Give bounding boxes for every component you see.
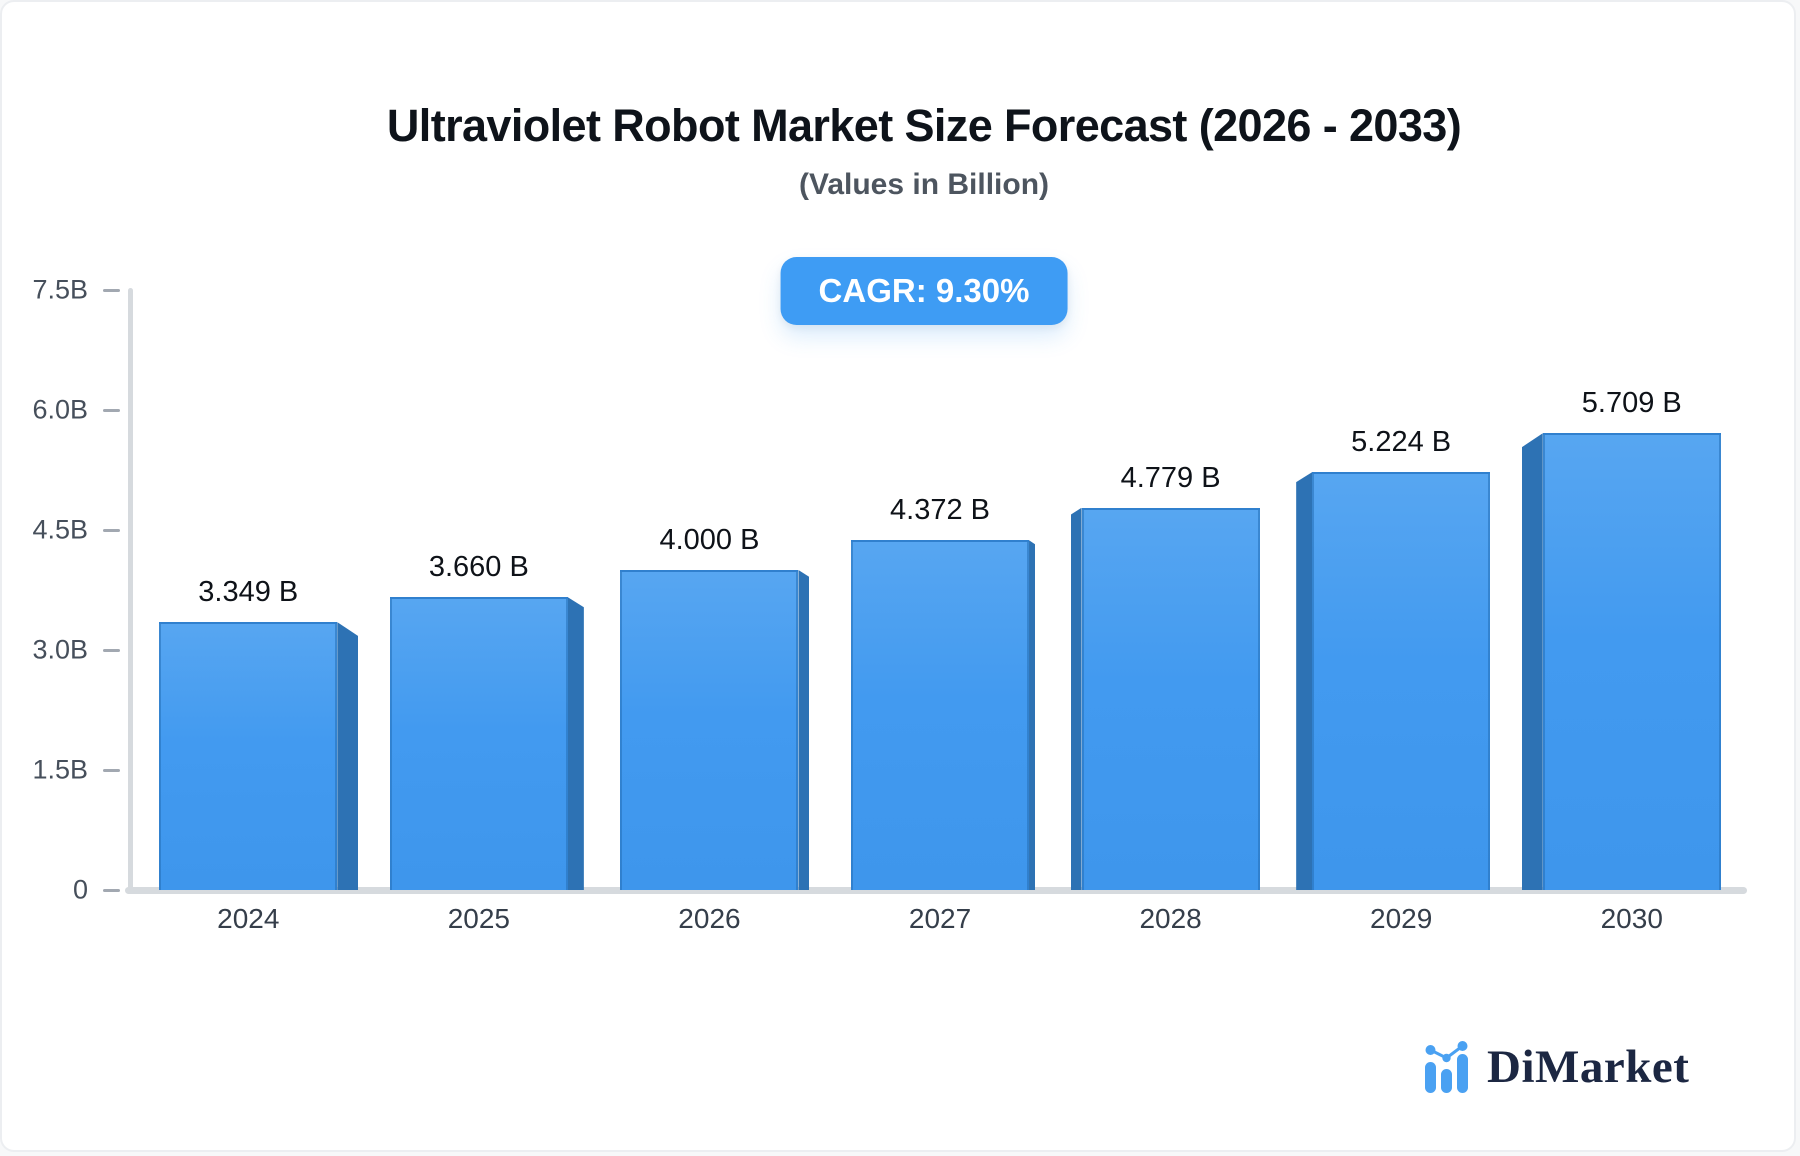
bar-value-label: 3.349 B [198,576,299,609]
y-tick-label: 4.5B [32,514,88,545]
y-tick-label: 1.5B [32,754,88,785]
bar-2029: 5.224 B [1296,426,1491,890]
y-tick-mark [103,288,120,292]
bar-side-face [1521,433,1543,890]
bar-2026: 4.000 B [620,524,810,890]
bar-2025: 3.660 B [389,551,584,890]
bar-front-face [1081,507,1260,890]
brand-logo: DiMarket [1424,1040,1689,1094]
x-tick-label-2027: 2027 [908,903,972,934]
y-tick-mark [103,408,120,412]
bar-side-face [1029,540,1036,890]
chart-subtitle: (Values in Billion) [798,168,1050,201]
bar-slot-2025: 3.660 B [364,290,595,890]
bar-slot-2026: 4.000 B [594,290,825,890]
y-tick-label: 6.0B [32,394,88,425]
x-tick-label-2025: 2025 [447,903,511,934]
bar-side-face [337,622,359,890]
bar-chart-trend-icon [1425,1041,1468,1093]
x-axis-labels: 2024 2025 2026 2027 2028 2029 2030 [133,903,1747,935]
bar-value-label: 5.224 B [1351,426,1452,459]
plot-area: 3.349 B 3.660 B 4.000 B 4.372 B 4.779 B 5.224… [32,275,1747,905]
brand-name: DiMarket [1487,1041,1690,1093]
bar-front-face [159,622,338,890]
y-tick-mark [103,768,120,772]
bar-value-label: 4.779 B [1120,461,1221,494]
x-tick-label-2026: 2026 [678,903,741,934]
y-tick-label: 0 [72,874,88,905]
bar-front-face [620,570,799,890]
y-tick-label: 7.5B [32,274,88,305]
x-axis-baseline [125,887,1747,894]
bar-side-face [1296,472,1313,890]
y-tick-mark [103,648,120,652]
bar-slot-2029: 5.224 B [1286,290,1517,890]
bar-value-label: 3.660 B [428,551,529,584]
y-tick-mark [103,528,120,532]
bar-2028: 4.779 B [1070,462,1260,890]
x-tick-label-2024: 2024 [217,903,280,934]
x-tick-label-2030: 2030 [1600,903,1663,934]
x-tick-label-2028: 2028 [1139,903,1202,934]
y-axis-line [128,288,133,892]
bar-front-face [1542,433,1721,890]
bar-slot-2027: 4.372 B [825,290,1056,890]
bar-slot-2030: 5.709 B [1516,290,1747,890]
cagr-badge: CAGR: 9.30% [780,257,1068,325]
bar-side-face [567,597,584,890]
bar-2030: 5.709 B [1521,387,1721,890]
bar-value-label: 4.000 B [659,524,760,556]
bar-value-label: 4.372 B [890,494,991,527]
bar-value-label: 5.709 B [1581,387,1682,420]
bars-container: 3.349 B 3.660 B 4.000 B 4.372 B 4.779 B 5.224… [133,290,1747,890]
x-tick-label-2029: 2029 [1370,903,1433,934]
chart-title: Ultraviolet Robot Market Size Forecast (… [386,100,1462,151]
bar-front-face [389,597,568,890]
bar-2024: 3.349 B [159,576,359,890]
bar-front-face [1312,472,1491,890]
y-tick-label: 3.0B [32,634,88,665]
bar-side-face [1070,507,1082,890]
bar-2027: 4.372 B [851,494,1036,890]
bar-slot-2024: 3.349 B [133,290,364,890]
y-tick-mark [103,888,120,892]
bar-side-face [798,570,810,890]
bar-front-face [851,540,1030,890]
bar-slot-2028: 4.779 B [1055,290,1286,890]
